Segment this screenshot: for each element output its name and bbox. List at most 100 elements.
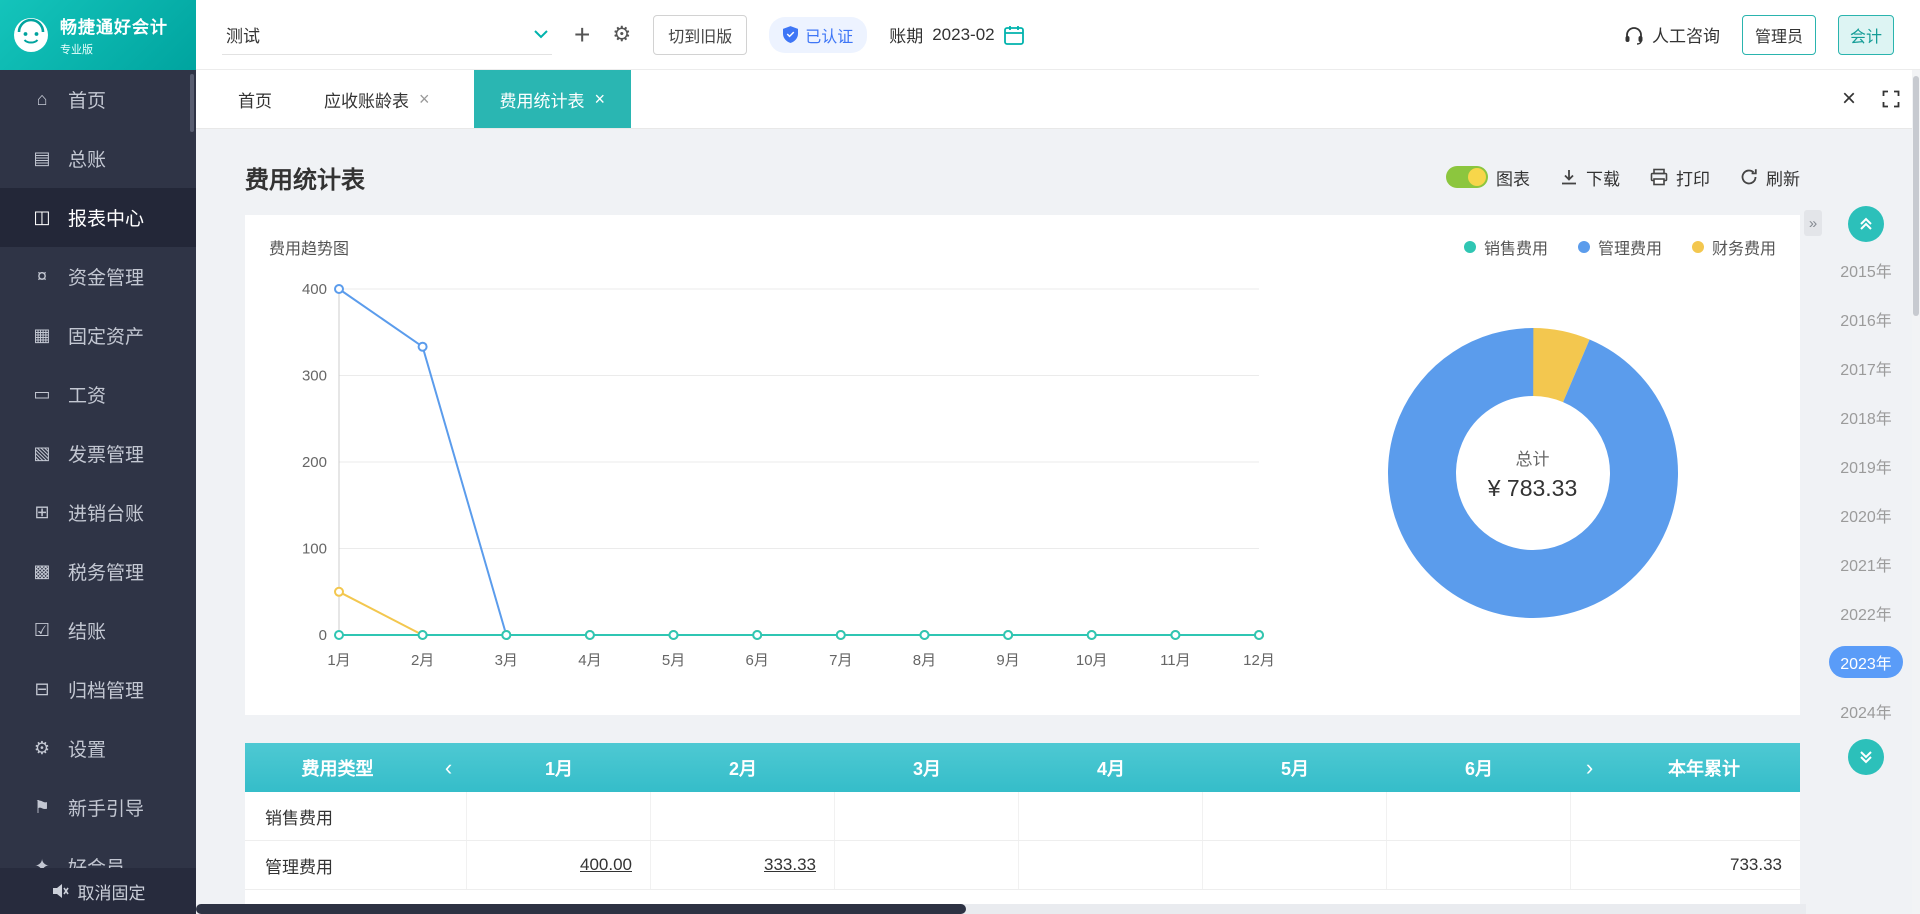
table-header-month: 4月	[1096, 758, 1125, 779]
year-item-2021年[interactable]: 2021年	[1840, 558, 1892, 575]
vertical-scrollbar[interactable]	[1912, 70, 1920, 914]
year-item-2024年[interactable]: 2024年	[1840, 705, 1892, 722]
accounting-period: 账期 2023-02	[889, 22, 1024, 47]
table-cell: 400.00	[467, 841, 651, 889]
table-cell	[835, 792, 1019, 840]
table-header-month: 2月	[728, 758, 757, 779]
sidebar-item-label: 税务管理	[68, 563, 145, 584]
year-item-2023年[interactable]: 2023年	[1829, 646, 1903, 678]
legend-item-管理费用[interactable]: 管理费用	[1577, 235, 1662, 259]
ledger-icon: ▤	[33, 148, 51, 168]
home-icon: ⌂	[36, 89, 48, 109]
sidebar-item-home[interactable]: ⌂ 首页	[0, 70, 196, 129]
guide-icon: ⚑	[33, 797, 51, 817]
tab-close-icon[interactable]: ×	[594, 88, 606, 109]
year-item-2015年[interactable]: 2015年	[1840, 264, 1892, 281]
sidebar-item-label: 进销台账	[68, 504, 145, 525]
table-cell	[1387, 841, 1571, 889]
assets-icon: ▦	[33, 325, 51, 345]
sidebar-item-settings[interactable]: ⚙ 设置	[0, 719, 196, 778]
settings-gear-icon[interactable]: ⚙	[612, 23, 632, 46]
legend-item-财务费用[interactable]: 财务费用	[1691, 235, 1776, 259]
main-area: 首页 应收账龄表 × 费用统计表 × × 费用统计表 图表	[196, 70, 1920, 914]
table-cell	[835, 841, 1019, 889]
sidebar-item-archive[interactable]: ⊟ 归档管理	[0, 660, 196, 719]
certified-badge[interactable]: 已认证	[769, 16, 868, 53]
sidebar-item-ledger[interactable]: ▤ 总账	[0, 129, 196, 188]
tab-应收账龄表[interactable]: 应收账龄表 ×	[316, 70, 438, 128]
refresh-icon	[1741, 169, 1757, 185]
legend-dot	[1691, 241, 1704, 253]
support-label: 人工咨询	[1651, 27, 1720, 46]
sidebar-item-salary[interactable]: ▭ 工资	[0, 365, 196, 424]
year-item-2020年[interactable]: 2020年	[1840, 509, 1892, 526]
cell-value[interactable]: 400.00	[580, 855, 632, 874]
switch-old-version-button[interactable]: 切到旧版	[653, 14, 748, 55]
sidebar-scrollbar[interactable]	[190, 74, 194, 132]
sidebar-item-inventory[interactable]: ⊞ 进销台账	[0, 483, 196, 542]
year-rail: 2015年 2016年 2017年 2018年 2019年 2020年 2021年 2022年…	[1826, 206, 1906, 787]
sidebar-item-closing[interactable]: ☑ 结账	[0, 601, 196, 660]
add-account-set-button[interactable]: +	[574, 18, 591, 50]
calendar-icon[interactable]	[1003, 25, 1024, 45]
table-header-expense-type: 费用类型	[301, 758, 374, 779]
sidebar-item-funds[interactable]: ¤ 资金管理	[0, 247, 196, 306]
sidebar-item-tax[interactable]: ▩ 税务管理	[0, 542, 196, 601]
company-selector[interactable]: 测试	[222, 15, 552, 55]
expense-trend-card: 费用趋势图 销售费用 管理费用 财务费用 0 100 200 300 400 1月 2月 3月 4月…	[245, 215, 1800, 715]
table-next-months-button[interactable]: ›	[1585, 754, 1594, 780]
horizontal-scrollbar-thumb[interactable]	[196, 904, 966, 914]
printer-icon	[1650, 168, 1668, 186]
vertical-scrollbar-thumb[interactable]	[1913, 76, 1919, 316]
sidebar-item-fixed-assets[interactable]: ▦ 固定资产	[0, 306, 196, 365]
sidebar-item-label: 总账	[68, 150, 107, 171]
headset-icon	[1625, 26, 1643, 45]
year-item-2017年[interactable]: 2017年	[1840, 362, 1892, 379]
year-item-2022年[interactable]: 2022年	[1840, 607, 1892, 624]
unpin-sidebar-button[interactable]: 取消固定	[0, 868, 196, 914]
svg-text:7月: 7月	[829, 652, 852, 669]
horizontal-scrollbar[interactable]	[196, 904, 1806, 914]
period-value[interactable]: 2023-02	[932, 24, 995, 44]
tab-首页[interactable]: 首页	[230, 70, 280, 128]
year-item-2018年[interactable]: 2018年	[1840, 411, 1892, 428]
support-button[interactable]: 人工咨询	[1624, 22, 1720, 47]
inventory-icon: ⊞	[34, 502, 50, 522]
sidebar-item-label: 固定资产	[68, 327, 145, 348]
download-button[interactable]: 下载	[1560, 165, 1620, 190]
svg-text:4月: 4月	[578, 652, 601, 669]
sidebar-item-reports[interactable]: ◫ 报表中心	[0, 188, 196, 247]
chart-view-toggle[interactable]: 图表	[1446, 165, 1530, 190]
legend-dot	[1577, 241, 1590, 253]
legend-item-销售费用[interactable]: 销售费用	[1463, 235, 1548, 259]
table-body: 销售费用 管理费用 400.00 333.33 733.33	[245, 792, 1800, 890]
table-prev-months-button[interactable]: ‹	[444, 754, 453, 780]
sidebar-item-invoice[interactable]: ▧ 发票管理	[0, 424, 196, 483]
tax-icon: ▩	[33, 561, 51, 581]
donut-total-label: 总计	[1515, 449, 1550, 469]
sidebar-item-guide[interactable]: ⚑ 新手引导	[0, 778, 196, 837]
svg-text:9月: 9月	[996, 652, 1019, 669]
sidebar-item-label: 首页	[68, 91, 107, 112]
table-cell: 333.33	[651, 841, 835, 889]
sidebar-item-label: 设置	[68, 740, 107, 761]
fullscreen-icon[interactable]	[1882, 90, 1900, 108]
cell-value[interactable]: 333.33	[764, 855, 816, 874]
tab-close-icon[interactable]: ×	[419, 88, 430, 109]
legend-label: 财务费用	[1711, 241, 1776, 258]
print-button[interactable]: 打印	[1650, 165, 1710, 190]
toggle-switch[interactable]	[1446, 166, 1488, 188]
sidebar-item-label: 新手引导	[68, 799, 145, 820]
close-tab-button[interactable]: ×	[1841, 85, 1856, 112]
scroll-years-down-button[interactable]	[1848, 739, 1884, 775]
scroll-years-up-button[interactable]	[1848, 206, 1884, 242]
year-item-2016年[interactable]: 2016年	[1840, 313, 1892, 330]
year-item-2019年[interactable]: 2019年	[1840, 460, 1892, 477]
refresh-button[interactable]: 刷新	[1740, 165, 1800, 190]
admin-button[interactable]: 管理员	[1741, 14, 1816, 55]
app-edition: 专业版	[60, 44, 93, 56]
refresh-label: 刷新	[1766, 169, 1800, 189]
role-accountant-button[interactable]: 会计	[1837, 14, 1894, 55]
collapse-year-rail-button[interactable]: »	[1804, 210, 1822, 236]
tab-费用统计表[interactable]: 费用统计表 ×	[473, 70, 632, 128]
